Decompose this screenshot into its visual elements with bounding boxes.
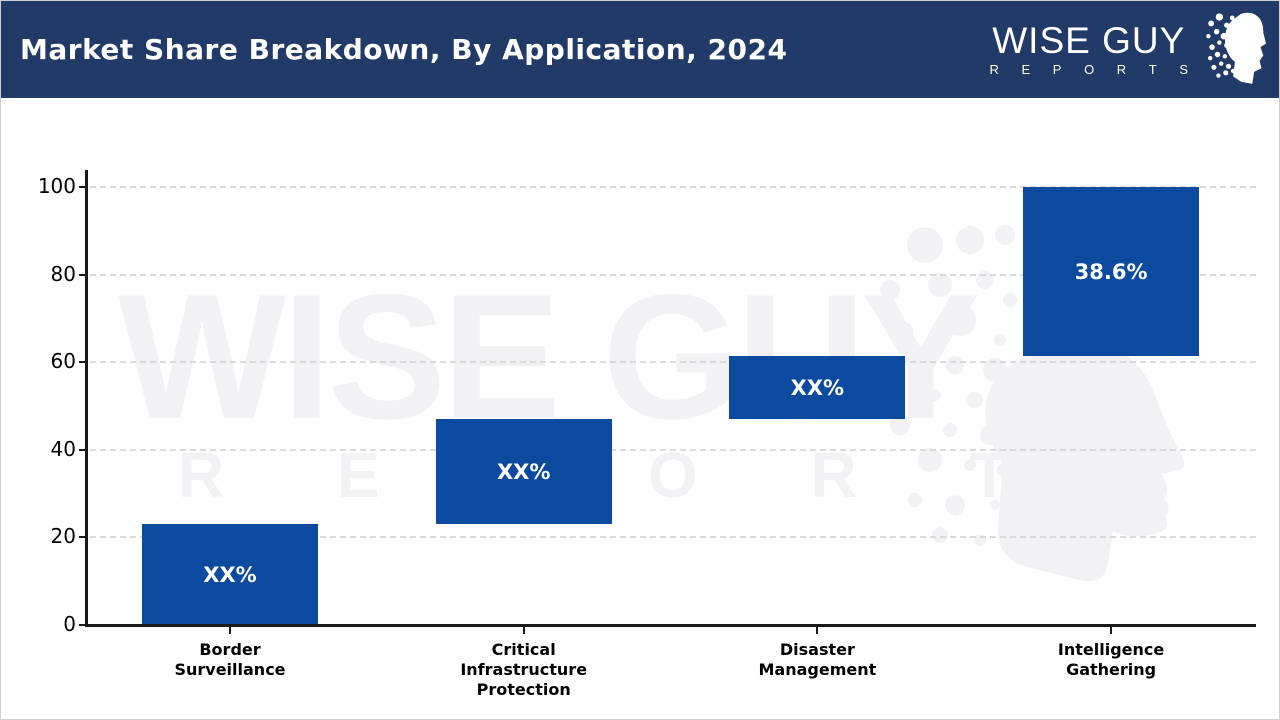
bar[interactable]: XX% [435, 419, 612, 525]
header-bar: Market Share Breakdown, By Application, … [0, 0, 1280, 98]
y-tick-label: 0 [63, 612, 76, 636]
y-tick-mark [79, 361, 87, 364]
gridline [90, 448, 1256, 451]
y-tick-label: 80 [50, 261, 76, 286]
bar-value-label: XX% [203, 562, 257, 587]
bar-value-label: XX% [496, 459, 551, 484]
brand-logo: WISE GUY R E P O R T S [980, 6, 1266, 92]
y-axis [85, 170, 88, 627]
bar-value-label: XX% [790, 375, 845, 400]
x-tick-mark [1110, 627, 1113, 634]
x-tick-mark [816, 627, 819, 634]
x-category-label: Border Surveillance [174, 640, 286, 679]
bar[interactable]: XX% [142, 524, 318, 625]
y-tick-mark [79, 448, 87, 451]
x-category-label: Critical Infrastructure Protection [460, 640, 588, 699]
brand-name: WISE GUY [992, 19, 1186, 61]
y-tick-label: 40 [50, 436, 76, 461]
y-tick-mark [79, 624, 87, 626]
brand-face-icon [1206, 12, 1266, 84]
gridline [90, 361, 1256, 364]
gridline [90, 536, 1256, 539]
brand-subtitle: R E P O R T S [989, 61, 1198, 77]
y-tick-label: 60 [50, 349, 76, 374]
brand-logo-text: WISE GUY R E P O R T S [980, 19, 1198, 77]
x-category-label: Intelligence Gathering [1057, 640, 1165, 679]
gridline [90, 186, 1256, 188]
y-tick-mark [79, 536, 87, 539]
x-tick-mark [522, 627, 525, 634]
x-category-label: Disaster Management [758, 640, 877, 679]
x-tick-mark [229, 627, 231, 634]
bar-value-label: 38.6% [1074, 259, 1148, 284]
gridline [90, 273, 1256, 276]
y-tick-mark [79, 273, 87, 276]
bar[interactable]: 38.6% [1023, 187, 1200, 357]
y-tick-label: 20 [50, 524, 76, 549]
y-tick-label: 100 [37, 174, 76, 198]
x-axis [85, 624, 1256, 627]
y-tick-mark [79, 186, 87, 188]
page-title: Market Share Breakdown, By Application, … [20, 32, 788, 66]
